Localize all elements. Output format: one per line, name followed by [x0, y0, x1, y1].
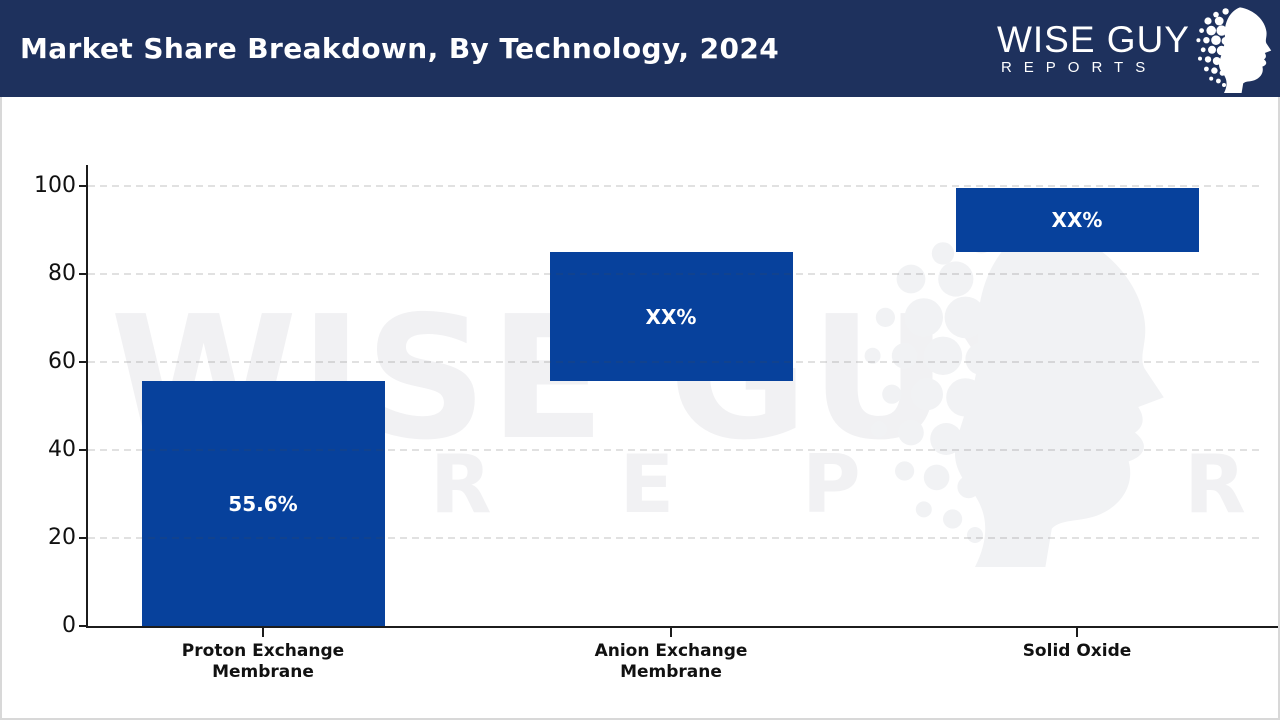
logo-brand-subtitle: REPORTS	[1000, 58, 1158, 76]
wise-guy-reports-logo: WISE GUY REPORTS	[997, 0, 1272, 97]
chart-panel: WISE GUY R E P O R T S	[0, 97, 1280, 720]
page-title: Market Share Breakdown, By Technology, 2…	[20, 32, 780, 65]
logo-wordmark: WISE GUY REPORTS	[996, 18, 1190, 77]
logo-brand-name: WISE GUY	[996, 18, 1190, 60]
header-bar: Market Share Breakdown, By Technology, 2…	[0, 0, 1280, 97]
watermark-dotted-head-icon	[864, 224, 1164, 567]
dotted-head-logo-icon	[1196, 6, 1272, 93]
